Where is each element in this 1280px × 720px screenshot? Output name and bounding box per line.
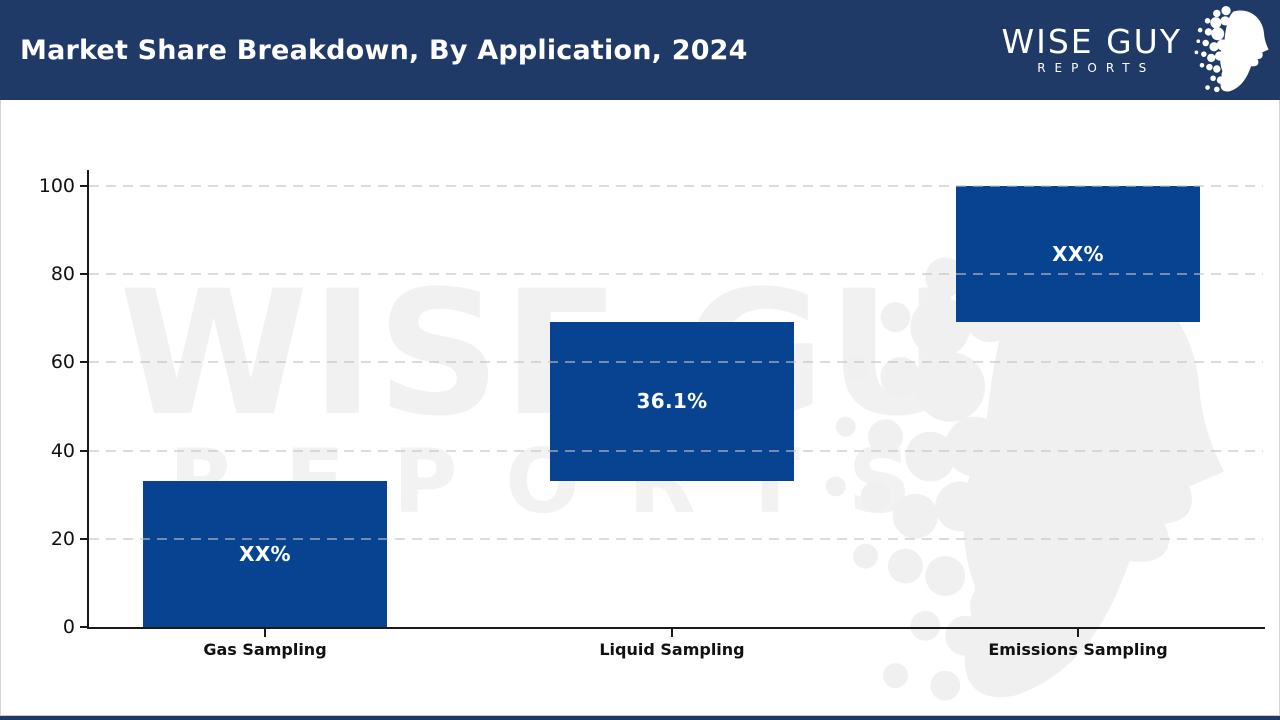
bar-value-label: 36.1%	[636, 389, 708, 414]
gridline	[89, 273, 1263, 276]
gridline	[89, 449, 1263, 452]
y-axis-tick	[80, 273, 88, 276]
bar-value-label: XX%	[239, 542, 291, 566]
y-axis-line	[87, 170, 89, 629]
x-category-label: Emissions Sampling	[988, 640, 1168, 659]
x-category-label: Gas Sampling	[203, 640, 327, 659]
x-category-label: Liquid Sampling	[599, 640, 745, 659]
y-tick-label: 100	[38, 175, 75, 197]
y-tick-label: 40	[50, 439, 75, 462]
y-tick-label: 60	[50, 351, 75, 374]
logo-head-icon	[1184, 6, 1270, 94]
x-axis-tick	[1077, 629, 1079, 637]
logo-subtitle: REPORTS	[1037, 61, 1156, 76]
logo-text: WISE GUY REPORTS	[1001, 21, 1182, 76]
bar: 36.1%	[550, 321, 794, 481]
bar-value-label: XX%	[1052, 241, 1104, 266]
footer-bar	[0, 716, 1280, 720]
x-axis-tick	[671, 629, 673, 637]
wise-guy-logo: WISE GUY REPORTS	[1001, 4, 1270, 96]
y-tick-label: 80	[50, 263, 75, 286]
y-axis-tick	[80, 537, 88, 540]
y-axis-tick	[80, 626, 88, 628]
chart-title: Market Share Breakdown, By Application, …	[20, 34, 748, 66]
y-tick-label: 20	[50, 527, 75, 550]
chart-canvas: WISE GUY REPORTS 0 20 40 60 80 100 XX% 36.1% XX%…	[0, 100, 1280, 715]
bar: XX%	[956, 186, 1200, 322]
y-tick-label: 0	[62, 616, 75, 638]
y-axis-tick	[80, 361, 88, 364]
gridline	[89, 361, 1263, 364]
bottom-border	[0, 715, 1280, 716]
gridline	[89, 185, 1263, 187]
logo-wordmark: WISE GUY	[1001, 21, 1182, 61]
y-axis-tick	[80, 449, 88, 452]
x-axis-line	[87, 627, 1265, 629]
header-banner: Market Share Breakdown, By Application, …	[0, 0, 1280, 100]
x-axis-tick	[264, 629, 266, 637]
gridline	[89, 537, 1263, 540]
y-axis-tick	[80, 185, 88, 187]
bar: XX%	[143, 481, 387, 627]
